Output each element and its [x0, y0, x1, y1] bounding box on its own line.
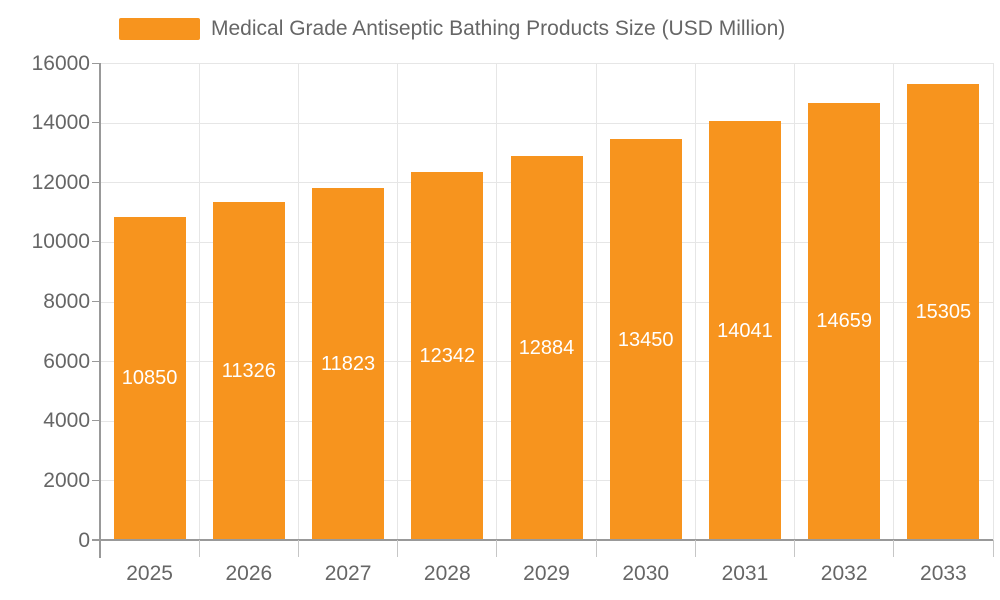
bar-value-label: 10850: [121, 367, 178, 390]
gridline-horizontal: [100, 122, 993, 124]
gridline-vertical: [694, 63, 696, 540]
bar-value-label: 12884: [518, 336, 575, 359]
x-axis-tick: [893, 540, 895, 557]
x-axis-tick: [397, 540, 399, 557]
x-axis-tick-label: 2033: [920, 562, 967, 585]
y-axis-tick: [92, 62, 100, 64]
y-axis-tick-label: 0: [78, 528, 90, 552]
x-axis-tick-label: 2028: [423, 562, 471, 585]
bar-2032[interactable]: 14659: [808, 102, 881, 540]
x-axis-tick-label: 2032: [820, 562, 868, 585]
y-axis-tick-label: 6000: [43, 349, 90, 373]
legend-swatch: [119, 18, 200, 40]
legend-item[interactable]: Medical Grade Antiseptic Bathing Product…: [119, 15, 785, 43]
gridline-vertical: [297, 63, 299, 540]
x-axis-tick-label: 2027: [324, 562, 372, 585]
x-axis-tick: [496, 540, 498, 557]
x-axis-tick: [595, 540, 597, 557]
x-axis-tick: [694, 540, 696, 557]
gridline-vertical: [198, 63, 200, 540]
gridline-vertical: [397, 63, 399, 540]
bar-value-label: 11326: [221, 360, 276, 383]
x-axis-tick-label: 2026: [225, 562, 273, 585]
x-axis-tick: [794, 540, 796, 557]
x-axis-tick: [198, 540, 200, 557]
bar-2026[interactable]: 11326: [212, 202, 285, 540]
gridline-vertical: [496, 63, 498, 540]
y-axis-tick: [92, 420, 100, 422]
y-axis-tick: [92, 122, 100, 124]
y-axis-tick: [92, 360, 100, 362]
y-axis-tick-label: 12000: [31, 170, 90, 194]
y-axis-tick: [92, 241, 100, 243]
bar-2027[interactable]: 11823: [312, 187, 385, 540]
bar-2031[interactable]: 14041: [708, 121, 781, 540]
gridline-vertical: [595, 63, 597, 540]
y-axis-tick: [92, 479, 100, 481]
gridline-vertical: [893, 63, 895, 540]
bar-2033[interactable]: 15305: [907, 83, 980, 540]
y-axis-tick: [92, 181, 100, 183]
bar-value-label: 13450: [617, 328, 674, 351]
x-axis-line: [92, 539, 993, 541]
y-axis-tick-label: 4000: [43, 409, 90, 433]
x-axis-tick-label: 2025: [126, 562, 173, 585]
legend-label: Medical Grade Antiseptic Bathing Product…: [211, 17, 786, 40]
y-axis-tick-label: 8000: [43, 290, 90, 313]
x-axis-tick: [992, 540, 994, 557]
x-axis-tick-label: 2031: [721, 562, 769, 585]
bar-value-label: 14041: [717, 319, 773, 342]
x-axis-tick-label: 2029: [523, 562, 570, 585]
y-axis-tick-label: 16000: [31, 51, 90, 75]
bar-value-label: 12342: [419, 345, 476, 368]
x-axis-tick-label: 2030: [622, 562, 670, 585]
bar-2029[interactable]: 12884: [510, 155, 583, 540]
bar-value-label: 11823: [320, 352, 376, 375]
bar-2030[interactable]: 13450: [609, 139, 682, 540]
y-axis-tick-label: 10000: [31, 230, 90, 254]
gridline-vertical: [794, 63, 796, 540]
gridline-horizontal: [100, 63, 993, 64]
y-axis-line: [99, 63, 101, 558]
bar-2025[interactable]: 10850: [113, 216, 186, 540]
y-axis-tick-label: 2000: [43, 468, 90, 492]
bar-2028[interactable]: 12342: [411, 172, 484, 540]
bar-value-label: 14659: [816, 310, 872, 333]
y-axis-tick-label: 14000: [31, 111, 90, 135]
bar-value-label: 15305: [915, 300, 972, 323]
plot-area: 10850 11326 11823 12342 12884 13450 14041 14659…: [100, 63, 994, 540]
gridline-vertical: [992, 63, 994, 540]
y-axis-tick: [92, 301, 100, 302]
x-axis-tick: [297, 540, 299, 557]
